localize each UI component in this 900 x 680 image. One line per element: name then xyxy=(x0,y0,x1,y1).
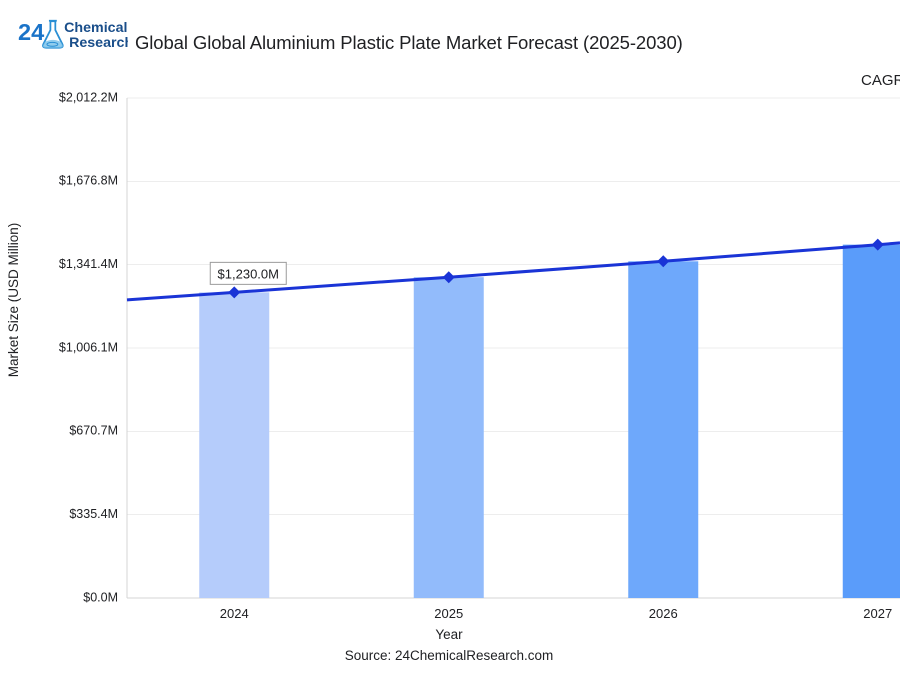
x-axis-tick-labels: 2024 2025 2026 2027 xyxy=(220,606,892,621)
x-axis-title: Year xyxy=(435,627,463,642)
bar-2024[interactable] xyxy=(199,292,270,598)
logo-number: 24 xyxy=(18,19,44,45)
y-axis-tick-labels: $0.0M $335.4M $670.7M $1,006.1M $1,341.4M $1,… xyxy=(59,90,118,604)
source-attribution: Source: 24ChemicalResearch.com xyxy=(345,648,554,663)
data-point-markers-group xyxy=(228,238,884,299)
x-tick-label-2024: 2024 xyxy=(220,606,249,621)
cagr-annotation: CAGR xyxy=(861,72,900,89)
y-tick-label: $1,341.4M xyxy=(59,257,118,271)
data-label-text: $1,230.0M xyxy=(218,266,279,281)
flask-icon xyxy=(42,19,64,49)
x-tick-label-2027: 2027 xyxy=(863,606,892,621)
chemical-research-logo-icon: 24 Chemical Research xyxy=(18,19,128,51)
chart-title: Global Global Aluminium Plastic Plate Ma… xyxy=(135,32,683,53)
data-point-marker-2024[interactable] xyxy=(228,286,241,299)
data-point-marker-2025[interactable] xyxy=(442,271,455,284)
data-value-labels: $1,230.0M xyxy=(209,261,287,285)
y-tick-label: $1,676.8M xyxy=(59,174,118,188)
y-tick-label: $1,006.1M xyxy=(59,340,118,354)
y-tick-label: $670.7M xyxy=(69,424,118,438)
y-axis-title: Market Size (USD Million) xyxy=(6,223,21,378)
bars-group xyxy=(199,244,900,598)
data-point-marker-2027[interactable] xyxy=(871,238,884,251)
bar-2025[interactable] xyxy=(413,277,484,598)
x-tick-label-2026: 2026 xyxy=(649,606,678,621)
brand-logo: 24 Chemical Research xyxy=(18,14,128,54)
y-tick-label: $0.0M xyxy=(83,590,118,604)
y-tick-label: $335.4M xyxy=(69,507,118,521)
bar-2027[interactable] xyxy=(842,244,900,598)
y-tick-label: $2,012.2M xyxy=(59,90,118,104)
logo-text-chemical: Chemical xyxy=(64,20,127,36)
data-point-marker-2026[interactable] xyxy=(657,255,670,268)
data-label-box xyxy=(209,261,287,285)
bar-2026[interactable] xyxy=(628,261,699,598)
logo-text-research: Research xyxy=(69,35,128,51)
x-tick-label-2025: 2025 xyxy=(434,606,463,621)
